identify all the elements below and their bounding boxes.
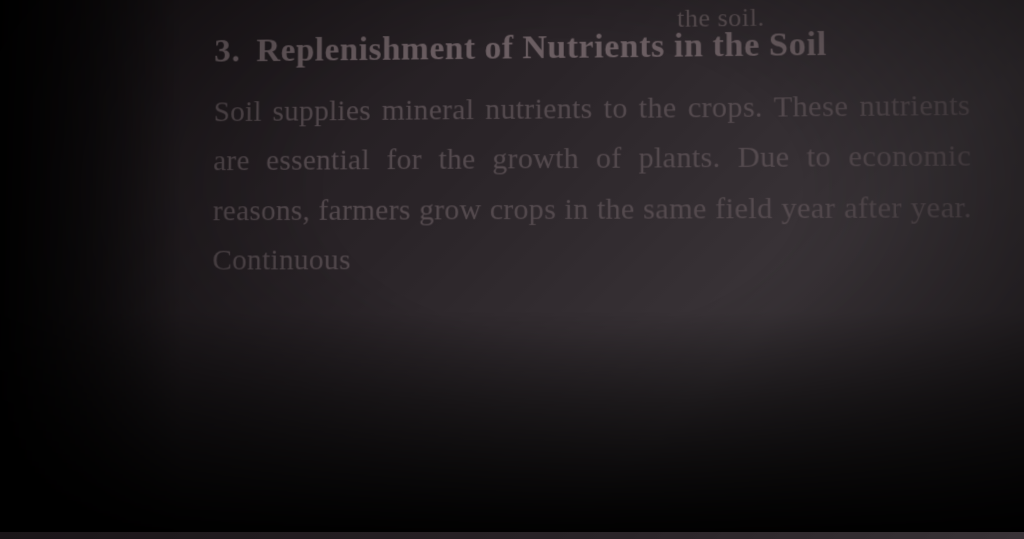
heading-number: 3. [214, 33, 241, 70]
textbook-page: the soil. 3. Replenishment of Nutrients … [8, 0, 1024, 539]
section-heading: 3. Replenishment of Nutrients in the Soi… [214, 24, 970, 70]
previous-line-fragment: the soil. [677, 3, 765, 34]
body-paragraph: Soil supplies mineral nutrients to the c… [212, 81, 973, 286]
